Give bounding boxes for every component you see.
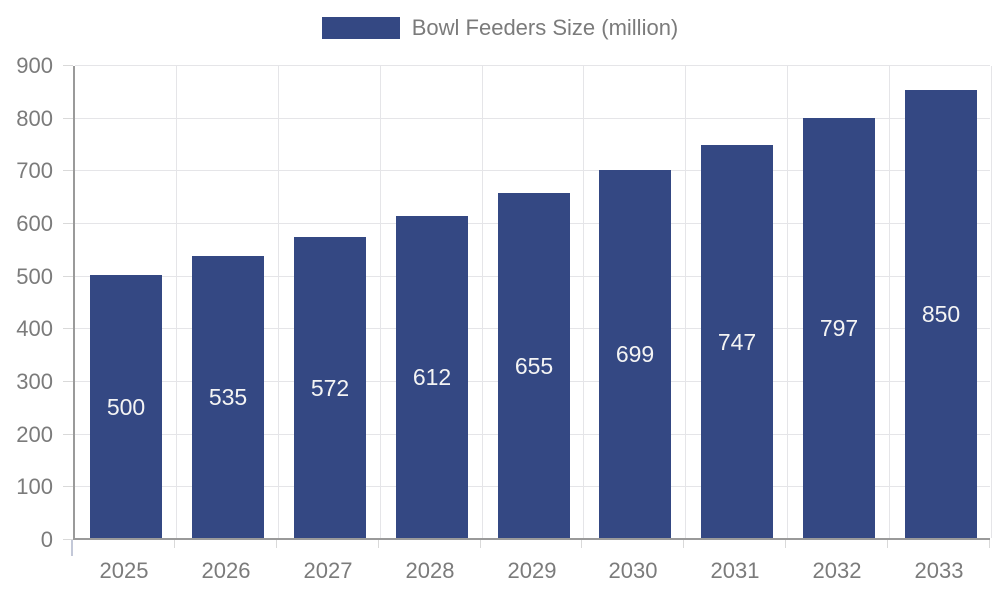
bar-2032[interactable]: 797 bbox=[803, 118, 875, 538]
bar-value-2033: 850 bbox=[921, 301, 961, 327]
gridline-y-800 bbox=[75, 117, 990, 119]
gridline-y-700 bbox=[75, 170, 990, 172]
x-tick-3 bbox=[377, 540, 379, 548]
y-axis-label-300: 300 bbox=[16, 369, 53, 394]
x-axis-label-2030: 2030 bbox=[608, 558, 658, 583]
y-axis-label-900: 900 bbox=[16, 53, 53, 78]
y-axis-label-500: 500 bbox=[16, 263, 53, 289]
y-axis-stub bbox=[71, 540, 73, 556]
bar-2028[interactable]: 612 bbox=[396, 216, 468, 538]
gridline-x-boundary-5 bbox=[583, 66, 585, 538]
y-axis-label-600: 600 bbox=[16, 211, 53, 236]
x-tick-9 bbox=[989, 540, 990, 548]
bar-value-2030: 699 bbox=[615, 341, 655, 367]
x-tick-5 bbox=[581, 540, 583, 548]
gridline-x-boundary-3 bbox=[379, 66, 381, 538]
x-tick-7 bbox=[785, 540, 787, 548]
bar-2033[interactable]: 850 bbox=[905, 90, 977, 538]
x-tick-6 bbox=[683, 540, 685, 548]
x-tick-1 bbox=[173, 540, 175, 548]
y-tick-300 bbox=[63, 381, 73, 382]
bar-value-2025: 500 bbox=[106, 393, 146, 420]
gridline-x-boundary-1 bbox=[175, 66, 177, 538]
gridline-x-boundary-7 bbox=[787, 66, 789, 538]
bar-2031[interactable]: 747 bbox=[701, 145, 773, 538]
bar-2025[interactable]: 500 bbox=[90, 275, 162, 538]
y-tick-600 bbox=[63, 223, 73, 224]
y-tick-100 bbox=[63, 486, 73, 488]
y-tick-800 bbox=[63, 117, 73, 119]
y-axis-label-800: 800 bbox=[16, 105, 53, 131]
gridline-x-boundary-9 bbox=[991, 66, 992, 538]
x-axis-label-2028: 2028 bbox=[405, 558, 455, 583]
y-axis-label-400: 400 bbox=[16, 316, 53, 342]
gridline-x-boundary-2 bbox=[277, 66, 279, 538]
x-axis-label-2031: 2031 bbox=[710, 558, 760, 583]
bar-2026[interactable]: 535 bbox=[192, 256, 264, 538]
y-tick-400 bbox=[63, 328, 73, 330]
gridline-x-boundary-8 bbox=[889, 66, 891, 538]
bar-value-2032: 797 bbox=[819, 315, 859, 341]
y-axis-label-200: 200 bbox=[16, 421, 53, 447]
y-tick-500 bbox=[63, 275, 73, 277]
x-axis-label-2025: 2025 bbox=[99, 558, 149, 583]
y-axis-label-100: 100 bbox=[16, 474, 53, 500]
x-axis-label-2027: 2027 bbox=[303, 558, 353, 583]
gridline-x-boundary-6 bbox=[685, 66, 687, 538]
bar-value-2028: 612 bbox=[412, 364, 452, 390]
x-axis-label-2029: 2029 bbox=[507, 558, 557, 583]
gridline-x-boundary-4 bbox=[481, 66, 483, 538]
y-tick-200 bbox=[63, 433, 73, 435]
bar-2027[interactable]: 572 bbox=[294, 237, 366, 538]
x-axis-label-2032: 2032 bbox=[812, 558, 862, 583]
gridline-y-900 bbox=[75, 65, 990, 66]
legend-label: Bowl Feeders Size (million) bbox=[411, 15, 679, 40]
chart-legend[interactable]: Bowl Feeders Size (million) bbox=[0, 16, 1000, 40]
bar-value-2026: 535 bbox=[208, 384, 248, 410]
bar-2030[interactable]: 699 bbox=[599, 170, 671, 538]
bar-value-2031: 747 bbox=[717, 328, 757, 355]
bar-value-2029: 655 bbox=[514, 352, 554, 379]
x-axis-label-2026: 2026 bbox=[201, 558, 251, 583]
x-tick-2 bbox=[275, 540, 277, 548]
bar-2029[interactable]: 655 bbox=[498, 193, 570, 538]
y-axis-label-700: 700 bbox=[16, 158, 53, 184]
y-tick-700 bbox=[63, 170, 73, 172]
x-tick-8 bbox=[887, 540, 889, 548]
x-tick-4 bbox=[479, 540, 481, 548]
plot-area: 500 535 572 612 655 699 747 797 850 bbox=[73, 65, 992, 540]
y-tick-0 bbox=[63, 539, 73, 540]
y-tick-900 bbox=[63, 65, 73, 66]
x-axis-label-2033: 2033 bbox=[914, 558, 964, 583]
y-axis-label-0: 0 bbox=[40, 527, 53, 552]
legend-swatch bbox=[321, 17, 400, 39]
bar-value-2027: 572 bbox=[310, 374, 350, 401]
